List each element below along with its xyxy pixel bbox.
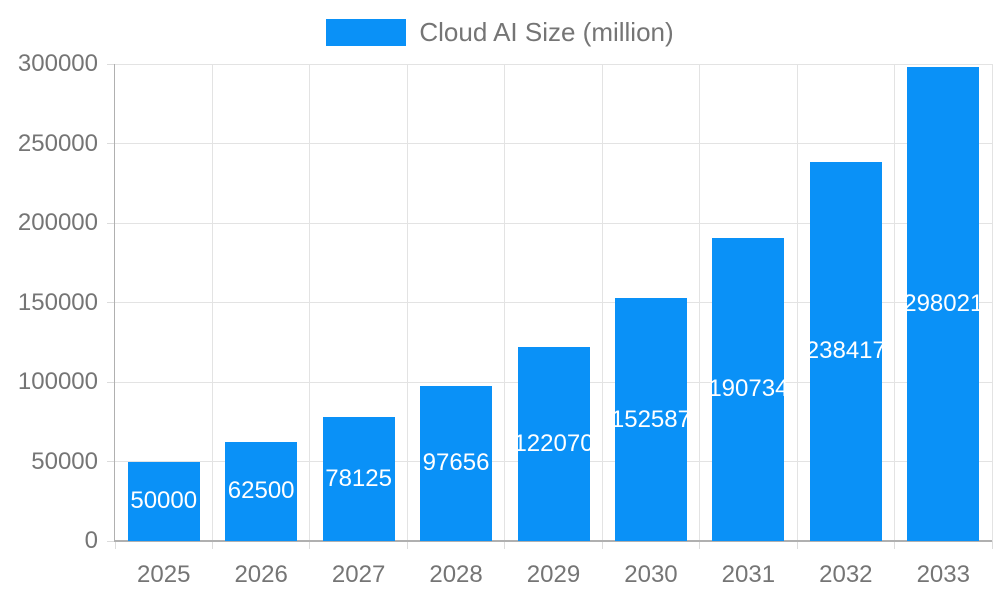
- y-axis-tick-label: 250000: [17, 129, 98, 157]
- y-axis-tick-label: 200000: [17, 209, 98, 236]
- bar-2030[interactable]: [614, 298, 687, 541]
- x-gridline: [211, 64, 213, 541]
- x-axis-tick: [504, 541, 506, 549]
- y-axis-line: [114, 64, 115, 542]
- x-axis-category-label: 2033: [916, 561, 970, 588]
- x-axis-category-label: 2032: [819, 561, 873, 588]
- legend-swatch-icon: [326, 18, 407, 46]
- x-axis-tick: [796, 541, 798, 549]
- y-axis-tick-label: 300000: [17, 50, 98, 77]
- x-axis-category-label: 2030: [624, 561, 678, 588]
- y-axis-tick-label: 50000: [31, 447, 98, 475]
- y-gridline: [115, 63, 992, 65]
- x-axis-tick: [601, 541, 603, 549]
- x-gridline: [699, 64, 701, 541]
- x-axis-tick: [406, 541, 408, 549]
- bar-2033[interactable]: [907, 67, 980, 541]
- x-gridline: [504, 64, 506, 541]
- bar-2029[interactable]: [517, 346, 590, 541]
- y-axis-tick: [107, 143, 115, 144]
- x-axis-tick: [309, 541, 311, 549]
- y-axis-tick: [107, 63, 115, 65]
- y-axis-tick: [107, 381, 115, 383]
- y-axis-tick: [107, 461, 115, 462]
- x-axis-tick: [211, 541, 213, 549]
- bar-2028[interactable]: [420, 385, 493, 541]
- bar-2032[interactable]: [809, 161, 882, 541]
- x-axis-category-label: 2025: [137, 561, 191, 588]
- legend-label: Cloud AI Size (million): [419, 16, 674, 47]
- chart-legend[interactable]: Cloud AI Size (million): [0, 17, 1000, 47]
- y-axis-tick-label: 150000: [17, 288, 98, 316]
- x-axis-tick: [991, 541, 993, 549]
- y-axis-tick-label: 0: [84, 527, 98, 554]
- bar-2027[interactable]: [322, 416, 395, 541]
- x-gridline: [406, 64, 408, 541]
- y-axis-tick: [107, 222, 115, 224]
- x-axis-tick: [894, 541, 896, 549]
- x-axis-category-label: 2027: [331, 561, 386, 588]
- x-gridline: [991, 64, 993, 541]
- y-axis-tick: [107, 302, 115, 303]
- x-gridline: [894, 64, 896, 541]
- y-gridline: [115, 143, 992, 144]
- y-axis-tick: [107, 540, 115, 542]
- y-axis-tick-label: 100000: [17, 368, 98, 395]
- x-axis-category-label: 2028: [429, 561, 483, 588]
- x-gridline: [796, 64, 798, 541]
- x-axis-tick: [114, 541, 116, 549]
- x-gridline: [601, 64, 603, 541]
- x-axis-category-label: 2031: [721, 561, 776, 588]
- x-gridline: [309, 64, 311, 541]
- x-axis-tick: [699, 541, 701, 549]
- x-axis-category-label: 2029: [526, 561, 581, 588]
- bar-2025[interactable]: [127, 461, 200, 541]
- bar-2031[interactable]: [712, 237, 785, 541]
- x-axis-category-label: 2026: [234, 561, 288, 588]
- bar-2026[interactable]: [225, 441, 298, 541]
